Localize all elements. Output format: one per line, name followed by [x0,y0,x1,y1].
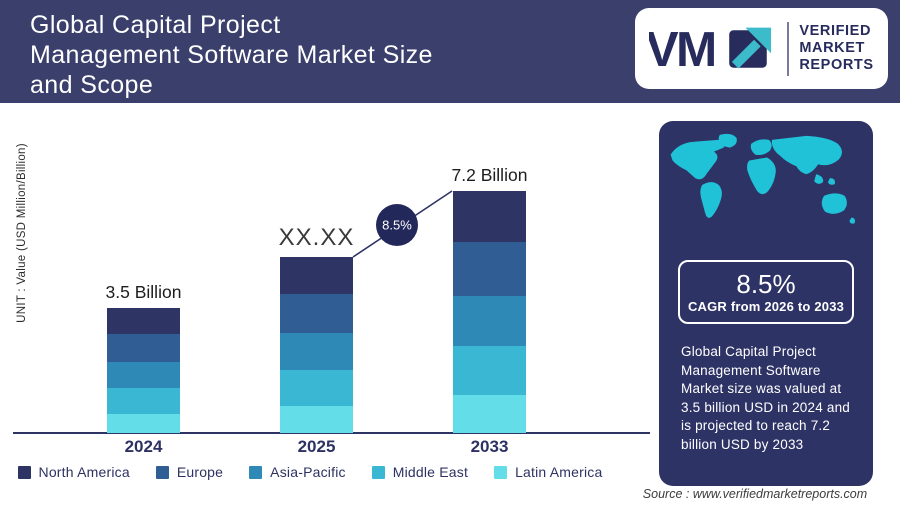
bar-segment-middle-east [107,387,180,414]
stacked-bar-2033 [453,191,526,433]
logo-divider [787,21,790,76]
bar-segment-asia-pacific [280,333,353,370]
bar-segment-europe [280,293,353,334]
page-title-line3: and Scope [30,71,154,99]
legend-label: North America [38,464,130,480]
legend-item-north-america: North America [17,464,130,480]
legend-item-europe: Europe [155,464,224,480]
y-axis-label: UNIT : Value (USD Million/Billion) [16,143,28,323]
page-title-line1: Global Capital Project [30,11,281,39]
legend-item-asia-pacific: Asia-Pacific [249,464,346,480]
x-tick-2025: 2025 [297,437,336,456]
bar-segment-north-america [280,256,353,294]
header-banner: Global Capital Project Management Softwa… [0,0,900,103]
legend-label: Europe [176,464,224,480]
bar-segment-middle-east [453,345,526,396]
vmr-logo: VM VERIFIED MARKET REPORTS [635,8,888,89]
world-map-icon [670,133,856,224]
page-title: Global Capital Project Management Softwa… [30,10,433,100]
cagr-box: 8.5% CAGR from 2026 to 2033 [678,260,854,324]
legend-swatch-icon [17,465,31,479]
brand-name: VERIFIED MARKET REPORTS [799,23,873,74]
brand-line2: MARKET [799,40,865,56]
brand-line1: VERIFIED [799,23,872,39]
legend-label: Latin America [515,464,603,480]
legend-label: Middle East [392,464,469,480]
bar-segment-latin-america [107,413,180,433]
legend-item-latin-america: Latin America [494,464,602,480]
x-axis-line [13,432,650,434]
legend-label: Asia-Pacific [270,464,346,480]
x-tick-2024: 2024 [124,437,163,456]
market-summary-text: Global Capital Project Management Softwa… [681,344,851,452]
stacked-bar-2025 [280,256,353,433]
bar-segment-middle-east [280,369,353,406]
stacked-bar-2024 [107,307,180,433]
bar-segment-europe [107,334,180,363]
cagr-value: 8.5% [736,269,796,299]
cagr-label: CAGR from 2026 to 2033 [687,299,845,314]
bar-segment-latin-america [453,395,526,433]
vmr-logo-mark-icon: VM [649,22,772,77]
legend-swatch-icon [371,465,385,479]
bar-segment-north-america [453,191,526,242]
legend-swatch-icon [494,465,508,479]
legend-swatch-icon [155,465,169,479]
page-title-line2: Management Software Market Size [30,41,433,69]
bar-value-label-2033: 7.2 Billion [451,165,528,185]
source-note: Source : www.verifiedmarketreports.com [642,487,868,501]
bar-segment-europe [453,241,526,297]
bar-segment-asia-pacific [107,362,180,388]
bar-value-label-2024: 3.5 Billion [105,281,182,302]
legend: North America Europe Asia-Pacific Middle Ea… [5,464,615,480]
bar-segment-latin-america [280,405,353,433]
bar-segment-asia-pacific [453,296,526,346]
x-tick-2033: 2033 [470,437,509,456]
legend-swatch-icon [249,465,263,479]
legend-item-middle-east: Middle East [371,464,469,480]
svg-text:VM: VM [649,22,715,77]
bar-segment-north-america [107,307,180,335]
sidebar-panel: 8.5% CAGR from 2026 to 2033 Global Capit… [659,121,873,486]
bar-value-label-2025: XX.XX [278,223,355,251]
brand-line3: REPORTS [799,57,874,73]
